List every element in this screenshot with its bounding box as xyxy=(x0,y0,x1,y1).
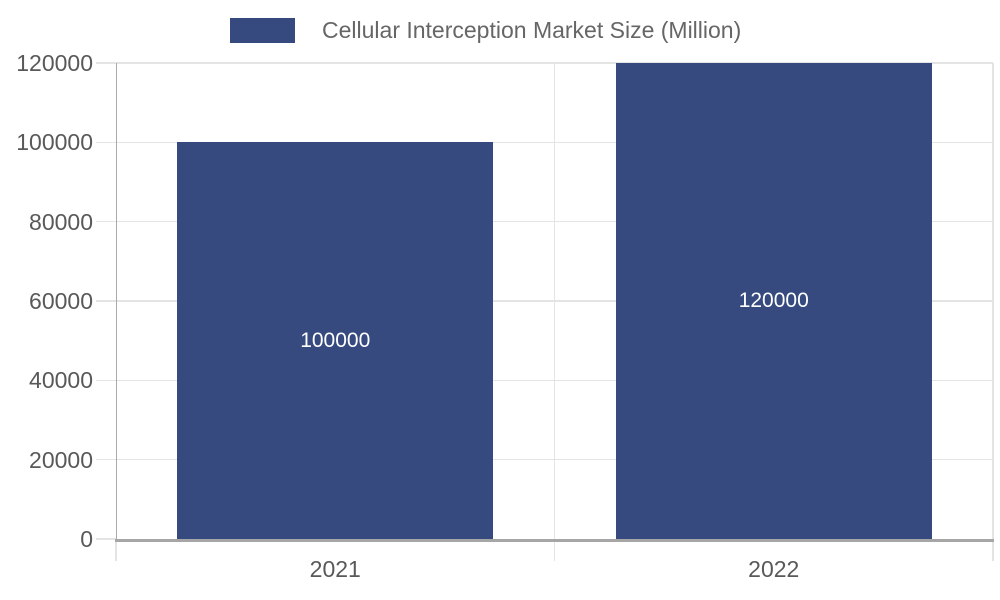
y-axis-tick xyxy=(96,458,116,461)
y-axis-line xyxy=(116,63,118,541)
bar-2021 xyxy=(177,142,494,539)
y-axis-tick-label: 20000 xyxy=(29,446,93,473)
y-axis-tick xyxy=(96,538,116,540)
y-axis-tick xyxy=(96,379,116,382)
category-boundary-gridline xyxy=(992,63,994,539)
category-boundary-gridline xyxy=(553,63,556,539)
bar-2022 xyxy=(615,63,932,539)
y-axis-tick-label: 40000 xyxy=(29,367,93,394)
bar-value-label: 120000 xyxy=(738,289,809,312)
y-axis-tick xyxy=(96,220,116,223)
legend-swatch xyxy=(230,17,295,43)
y-axis-tick-label: 60000 xyxy=(29,288,93,314)
y-axis-tick xyxy=(96,300,116,302)
x-axis-tick-label: 2022 xyxy=(748,556,800,582)
legend: Cellular Interception Market Size (Milli… xyxy=(230,16,741,44)
x-axis-line xyxy=(115,539,994,542)
y-axis-tick-label: 0 xyxy=(80,526,93,552)
y-axis-tick-label: 100000 xyxy=(16,129,93,156)
plot-area: 0 20000 40000 60000 80000 100000 120000 100000 2… xyxy=(16,50,994,582)
x-axis-tick-label: 2021 xyxy=(309,556,361,582)
bar-value-label: 100000 xyxy=(300,328,371,352)
x-axis-tick xyxy=(992,542,994,561)
y-axis-tick-label: 120000 xyxy=(16,50,93,76)
y-axis-tick xyxy=(96,62,116,64)
y-axis-tick xyxy=(96,141,116,144)
y-axis-tick-label: 80000 xyxy=(29,208,93,235)
x-axis-tick xyxy=(553,542,556,561)
legend-label: Cellular Interception Market Size (Milli… xyxy=(322,17,742,43)
x-axis-tick xyxy=(115,542,117,561)
